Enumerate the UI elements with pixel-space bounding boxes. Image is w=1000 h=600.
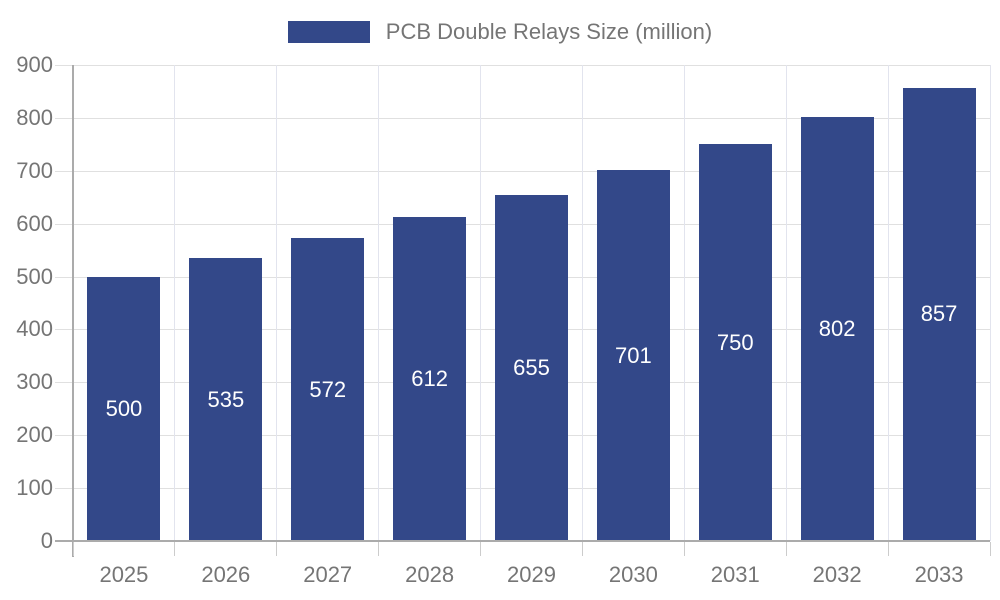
gridline-v-8 <box>887 65 889 541</box>
gridline-v-3 <box>378 65 380 541</box>
x-tick-label-2030: 2030 <box>608 562 658 587</box>
x-axis-line <box>55 540 990 542</box>
y-tick-label-600: 600 <box>16 210 53 236</box>
x-boundary-tick-4 <box>480 542 482 556</box>
x-boundary-tick-5 <box>581 542 583 556</box>
bar-value-label-2027: 572 <box>309 376 347 402</box>
x-tick-label-2028: 2028 <box>405 562 455 587</box>
bar-value-label-2030: 701 <box>615 342 652 368</box>
legend-label: PCB Double Relays Size (million) <box>385 19 713 44</box>
bar-2028[interactable]: 612 <box>393 217 467 541</box>
bar-value-label-2033: 857 <box>920 301 958 327</box>
y-tick-label-500: 500 <box>16 263 53 289</box>
plot-area: 500 535 572 612 655 701 750 802 857 <box>55 65 991 541</box>
x-boundary-tick-3 <box>378 542 380 556</box>
x-boundary-tick-7 <box>785 542 787 556</box>
y-axis-line <box>72 65 74 557</box>
y-tick-label-0: 0 <box>40 528 53 553</box>
gridline-h-900 <box>55 65 990 66</box>
x-tick-label-2027: 2027 <box>303 562 353 587</box>
bar-2027[interactable]: 572 <box>291 238 365 541</box>
x-tick-label-2032: 2032 <box>812 562 862 587</box>
bar-value-label-2032: 802 <box>818 315 856 341</box>
x-tick-label-2025: 2025 <box>99 562 149 587</box>
gridline-v-6 <box>683 65 685 541</box>
x-tick-label-2029: 2029 <box>507 562 556 587</box>
bar-2029[interactable]: 655 <box>495 194 568 541</box>
bar-2033[interactable]: 857 <box>902 87 976 541</box>
gridline-v-9 <box>989 65 991 541</box>
bar-2026[interactable]: 535 <box>189 258 263 541</box>
bar-value-label-2025: 500 <box>105 395 143 421</box>
x-tick-label-2031: 2031 <box>710 562 760 587</box>
x-boundary-tick-8 <box>887 542 889 556</box>
gridline-v-5 <box>581 65 583 541</box>
y-tick-label-700: 700 <box>16 157 53 183</box>
gridline-v-1 <box>174 65 176 541</box>
bar-value-label-2031: 750 <box>716 329 754 355</box>
y-tick-label-400: 400 <box>16 316 53 342</box>
y-tick-label-800: 800 <box>16 104 53 130</box>
bar-value-label-2028: 612 <box>411 366 448 392</box>
gridline-v-2 <box>276 65 278 541</box>
x-boundary-tick-6 <box>683 542 685 556</box>
bar-2025[interactable]: 500 <box>87 276 161 541</box>
legend-swatch <box>287 21 370 43</box>
x-tick-label-2033: 2033 <box>914 562 964 587</box>
y-tick-label-900: 900 <box>16 52 53 77</box>
bar-value-label-2029: 655 <box>513 354 550 380</box>
gridline-h-800 <box>55 117 990 119</box>
bar-2030[interactable]: 701 <box>596 170 670 541</box>
bar-value-label-2026: 535 <box>207 386 245 412</box>
bar-2032[interactable]: 802 <box>800 116 874 541</box>
x-boundary-tick-0 <box>72 542 74 556</box>
x-tick-label-2026: 2026 <box>201 562 251 587</box>
gridline-h-700 <box>55 170 990 172</box>
x-boundary-tick-1 <box>174 542 176 556</box>
gridline-v-7 <box>785 65 787 541</box>
bar-2031[interactable]: 750 <box>698 144 772 541</box>
gridline-v-4 <box>480 65 482 541</box>
legend[interactable]: PCB Double Relays Size (million) <box>0 16 1000 48</box>
x-boundary-tick-2 <box>276 542 278 556</box>
x-boundary-tick-9 <box>989 542 991 556</box>
y-tick-label-300: 300 <box>16 369 53 395</box>
y-tick-label-100: 100 <box>16 475 53 501</box>
y-tick-label-200: 200 <box>16 422 53 448</box>
